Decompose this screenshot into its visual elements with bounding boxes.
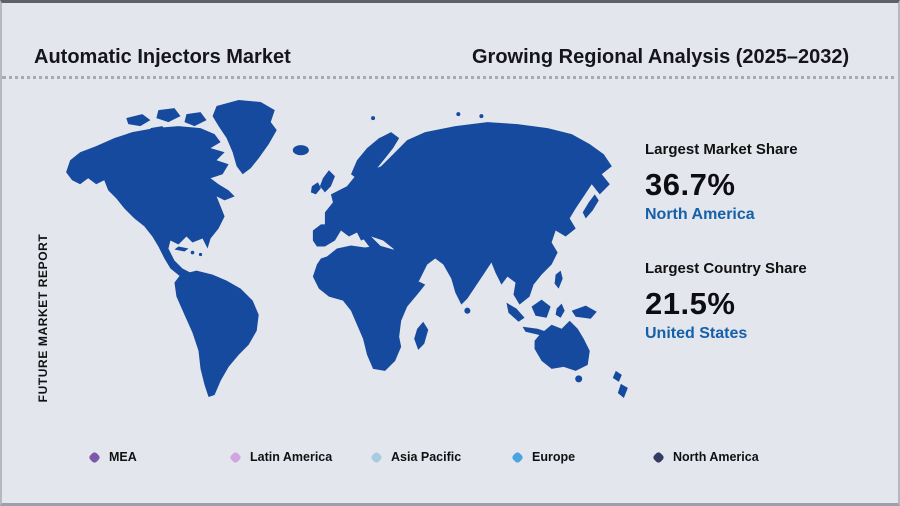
latin-america-marker-icon <box>229 450 242 464</box>
europe-marker-icon <box>511 450 524 464</box>
world-map-svg <box>66 100 628 398</box>
legend-item-north-america: North America <box>652 450 795 464</box>
stat-region: North America <box>645 206 755 223</box>
stat-largest-market-share: Largest Market Share 36.7% North America <box>645 141 891 224</box>
stat-label: Largest Country Share <box>645 260 807 277</box>
stat-label: Largest Market Share <box>645 141 798 158</box>
legend-label: North America <box>673 450 759 464</box>
north-america-marker-icon <box>652 450 665 464</box>
legend-label: Latin America <box>250 450 333 464</box>
legend-item-asia-pacific: Asia Pacific <box>370 450 513 464</box>
asia-pacific-marker-icon <box>370 450 383 464</box>
page-subtitle: Growing Regional Analysis (2025–2032) <box>472 46 850 68</box>
legend-item-europe: Europe <box>511 450 654 464</box>
stat-value: 36.7% <box>645 167 736 202</box>
legend-item-mea: MEA <box>88 450 231 464</box>
brand-watermark: FUTURE MARKET REPORT <box>36 233 50 403</box>
stat-value: 21.5% <box>645 286 736 321</box>
mea-marker-icon <box>88 450 101 464</box>
dotted-divider <box>2 76 898 79</box>
page-title: Automatic Injectors Market <box>34 46 291 68</box>
stat-largest-country-share: Largest Country Share 21.5% United State… <box>645 260 891 343</box>
legend-label: MEA <box>109 450 137 464</box>
world-map-landmass <box>66 100 628 398</box>
stat-region: United States <box>645 325 748 342</box>
legend-label: Asia Pacific <box>391 450 462 464</box>
legend-item-latin-america: Latin America <box>229 450 372 464</box>
world-map <box>62 88 644 409</box>
stats-panel: Largest Market Share 36.7% North America… <box>645 141 891 379</box>
legend-label: Europe <box>532 450 576 464</box>
region-legend: MEA Latin America Asia Pacific Europe No… <box>88 450 795 464</box>
